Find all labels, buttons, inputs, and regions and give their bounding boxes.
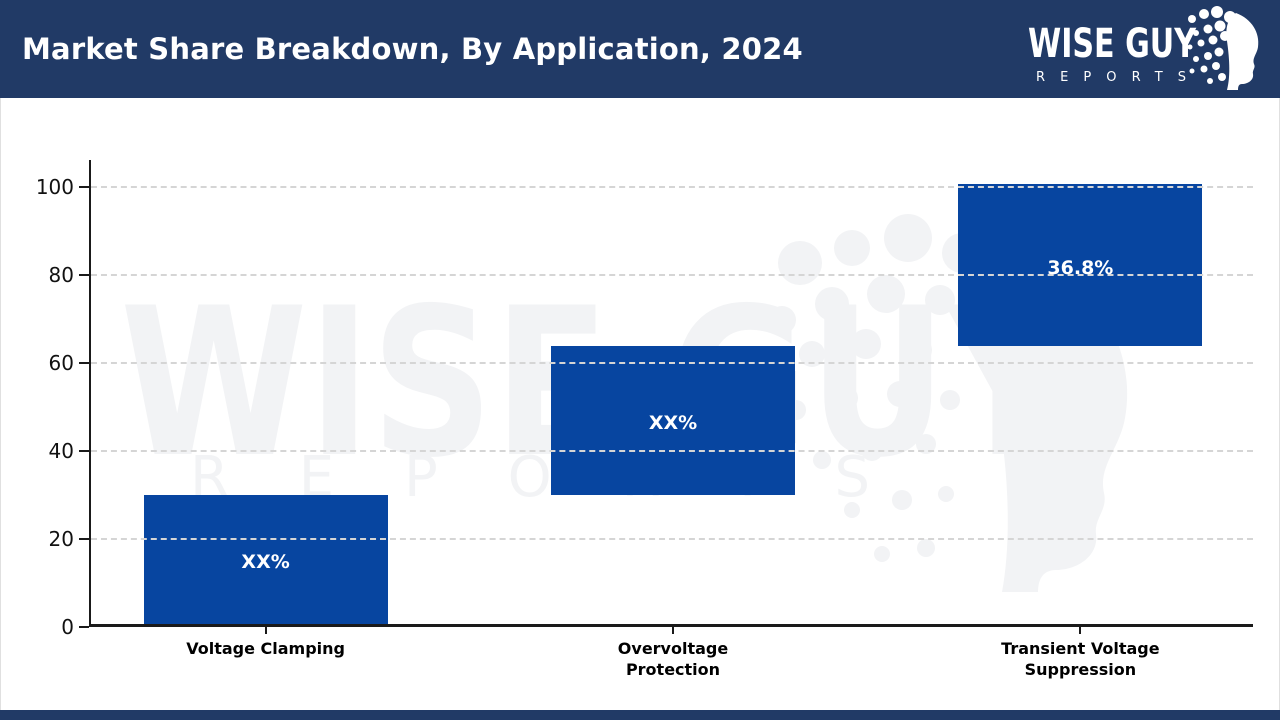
y-axis-tick-label: 0	[61, 615, 74, 639]
y-axis-tick	[79, 450, 89, 452]
watermark-head-icon	[752, 214, 1128, 592]
y-axis-tick	[79, 274, 89, 276]
category-label: Transient Voltage Suppression	[1001, 639, 1160, 679]
bar-transient-voltage-suppression	[958, 184, 1203, 346]
logo-head-icon	[1187, 6, 1259, 90]
y-axis-tick	[79, 186, 89, 188]
header-bar: Market Share Breakdown, By Application, …	[0, 0, 1280, 98]
y-axis-tick-label: 20	[48, 527, 74, 551]
logo-subtext: REPORTS	[1036, 70, 1186, 85]
plot-area: 0 20 40 60 80 100 XX% Voltage Clamping XX% Overvo…	[36, 160, 1253, 679]
category-label: Voltage Clamping	[186, 639, 345, 658]
y-axis-tick	[79, 362, 89, 364]
x-axis-tick	[264, 627, 267, 634]
y-axis-tick-label: 40	[48, 439, 74, 463]
y-axis-tick	[79, 626, 89, 628]
y-axis-tick-label: 80	[48, 263, 74, 287]
y-axis-tick	[79, 538, 89, 540]
y-axis-tick-label: 100	[35, 175, 74, 199]
bar-value-label: XX%	[241, 551, 290, 574]
gridline	[91, 186, 1253, 188]
x-axis-tick	[672, 627, 674, 634]
logo-wordmark: WISE GUY	[1028, 21, 1197, 67]
bar-overvoltage-protection	[551, 345, 795, 495]
y-axis-tick-label: 60	[48, 351, 74, 375]
gridline	[91, 274, 1253, 276]
x-axis-tick	[1079, 627, 1082, 634]
bar-value-label: XX%	[648, 412, 698, 435]
gridline	[91, 362, 1253, 364]
page-title: Market Share Breakdown, By Application, …	[22, 32, 803, 66]
gridline	[91, 538, 1253, 540]
gridline	[91, 450, 1253, 452]
bar-voltage-clamping	[143, 494, 388, 624]
category-label: Overvoltage Protection	[617, 639, 729, 679]
footer-bar	[0, 710, 1280, 720]
wise-guy-logo: WISE GUY REPORTS	[1028, 6, 1259, 90]
bar-value-label: 36.8%	[1047, 256, 1114, 279]
